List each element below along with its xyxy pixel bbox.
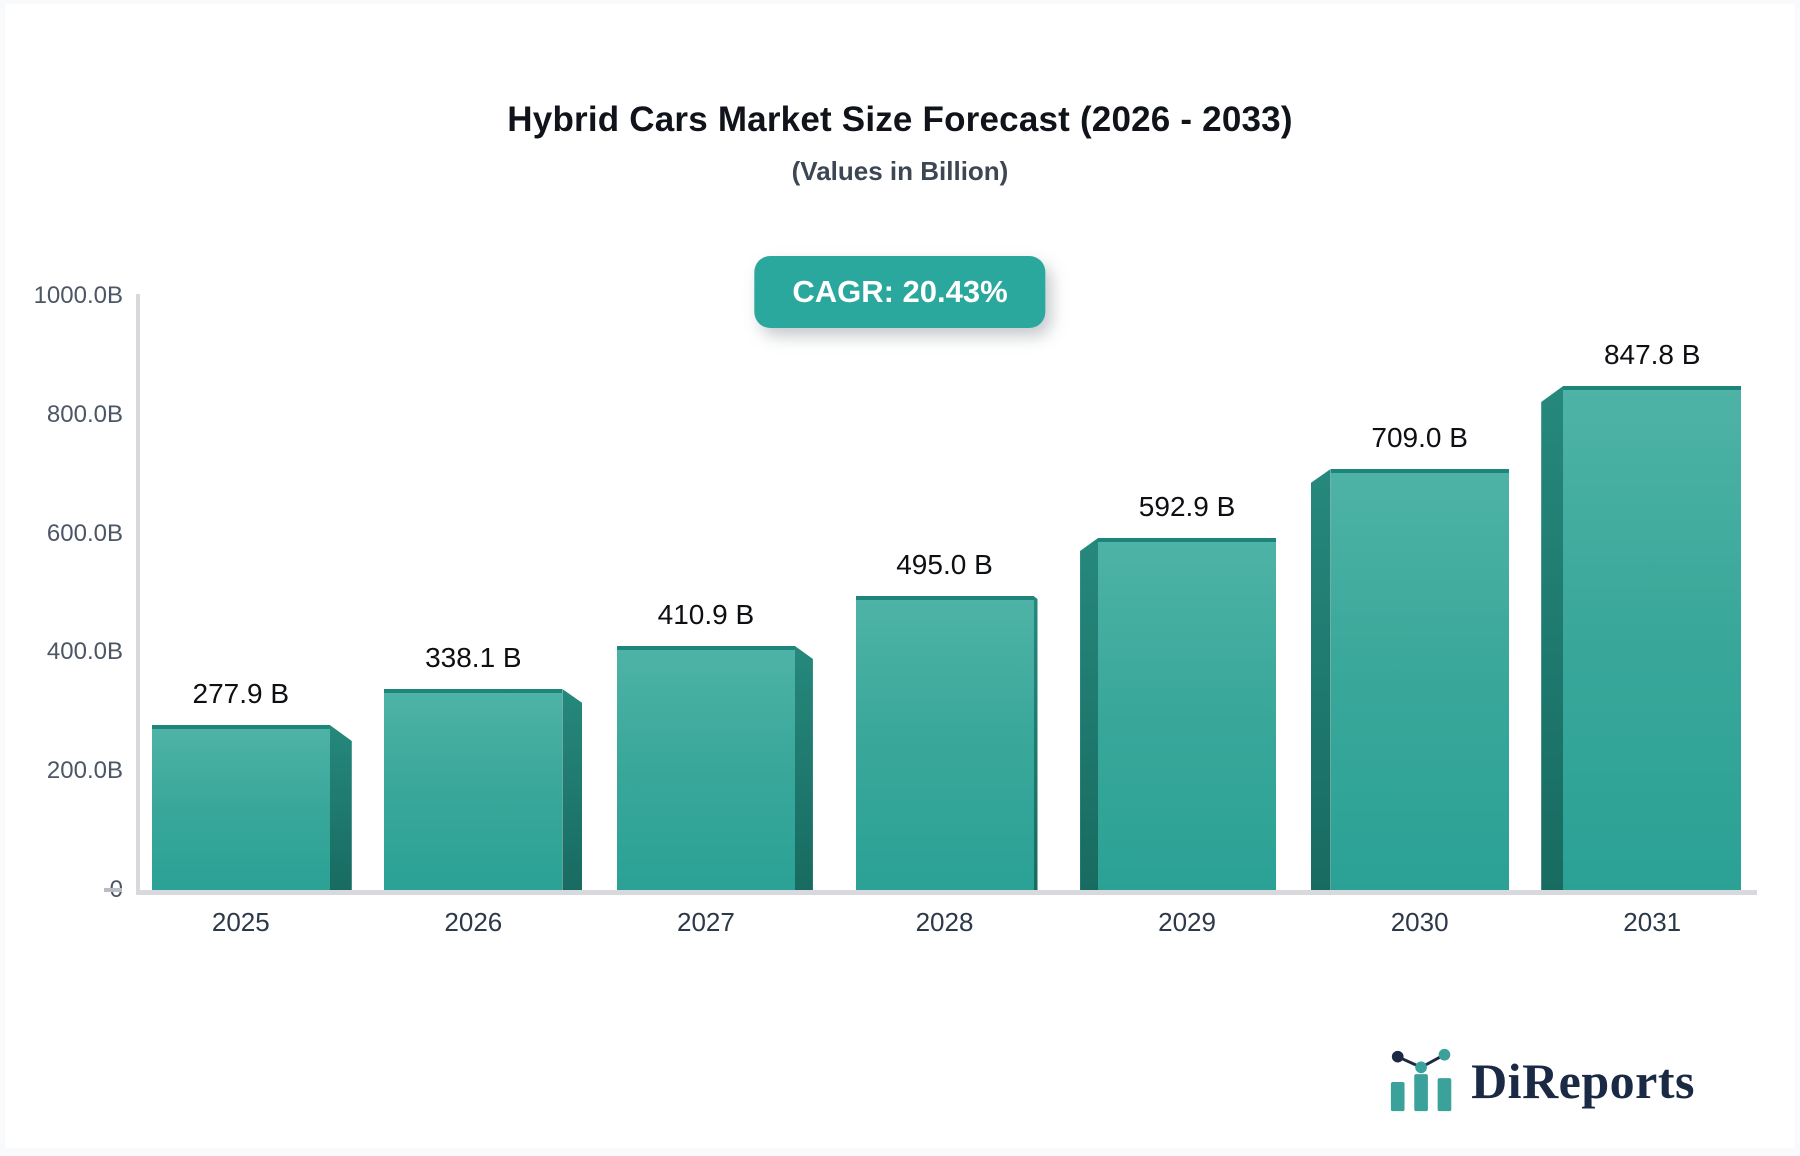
bar-value-label: 277.9 B: [192, 678, 290, 709]
bar-side-face-2031: [1541, 386, 1564, 890]
y-axis-tick-label: 1000.0B: [33, 282, 123, 309]
x-axis-label: 2027: [677, 907, 735, 937]
x-axis-label: 2031: [1623, 907, 1682, 937]
x-axis-label: 2026: [444, 907, 503, 937]
chart-subtitle: (Values in Billion): [791, 156, 1009, 186]
bar-2027: [616, 646, 795, 890]
bar-side-face-2030: [1310, 469, 1331, 890]
bar-value-label: 847.8 B: [1603, 339, 1701, 370]
y-axis-line: [136, 294, 140, 895]
x-axis-label: 2025: [211, 907, 270, 937]
bar-2029: [1098, 538, 1277, 890]
cagr-badge: CAGR: 20.43%: [754, 256, 1046, 328]
bar-2026: [384, 689, 563, 890]
y-axis-tick-label: 200.0B: [46, 757, 123, 785]
bar-value-label: 338.1 B: [425, 642, 522, 673]
chart-header: Hybrid Cars Market Size Forecast (2026 -…: [5, 4, 1795, 187]
chart-card: Hybrid Cars Market Size Forecast (2026 -…: [5, 4, 1795, 1148]
page-title: Hybrid Cars Market Size Forecast (2026 -…: [507, 100, 1293, 139]
y-axis-tick-label: 800.0B: [46, 400, 123, 428]
logo-text: DiReports: [1471, 1053, 1695, 1109]
bar-side-face-2026: [562, 689, 583, 890]
bar-value-label: 410.9 B: [657, 599, 755, 630]
y-axis-tick-label: 400.0B: [46, 638, 123, 666]
bar-value-label: 709.0 B: [1371, 422, 1468, 453]
x-axis-label: 2030: [1390, 907, 1449, 937]
y-axis-tick-label: 600.0B: [46, 519, 123, 547]
bar-side-face-2028: [1033, 596, 1038, 890]
bar-value-label: 495.0 B: [896, 549, 993, 580]
bar-2028: [855, 596, 1034, 890]
bar-value-label: 592.9 B: [1138, 491, 1236, 522]
bar-chart-logo-icon: [1390, 1048, 1452, 1112]
bar-side-face-2029: [1080, 538, 1099, 890]
bar-side-face-2027: [794, 646, 813, 890]
direports-logo: DiReports: [1387, 1046, 1695, 1116]
y-axis-zero-tick: [104, 888, 122, 892]
x-axis-line: [136, 890, 1757, 895]
bar-2031: [1563, 386, 1742, 890]
bar-2030: [1330, 469, 1509, 890]
bar-side-face-2025: [329, 725, 352, 890]
x-axis-label: 2029: [1158, 907, 1216, 937]
bar-2025: [151, 725, 330, 890]
x-axis-label: 2028: [915, 907, 974, 937]
